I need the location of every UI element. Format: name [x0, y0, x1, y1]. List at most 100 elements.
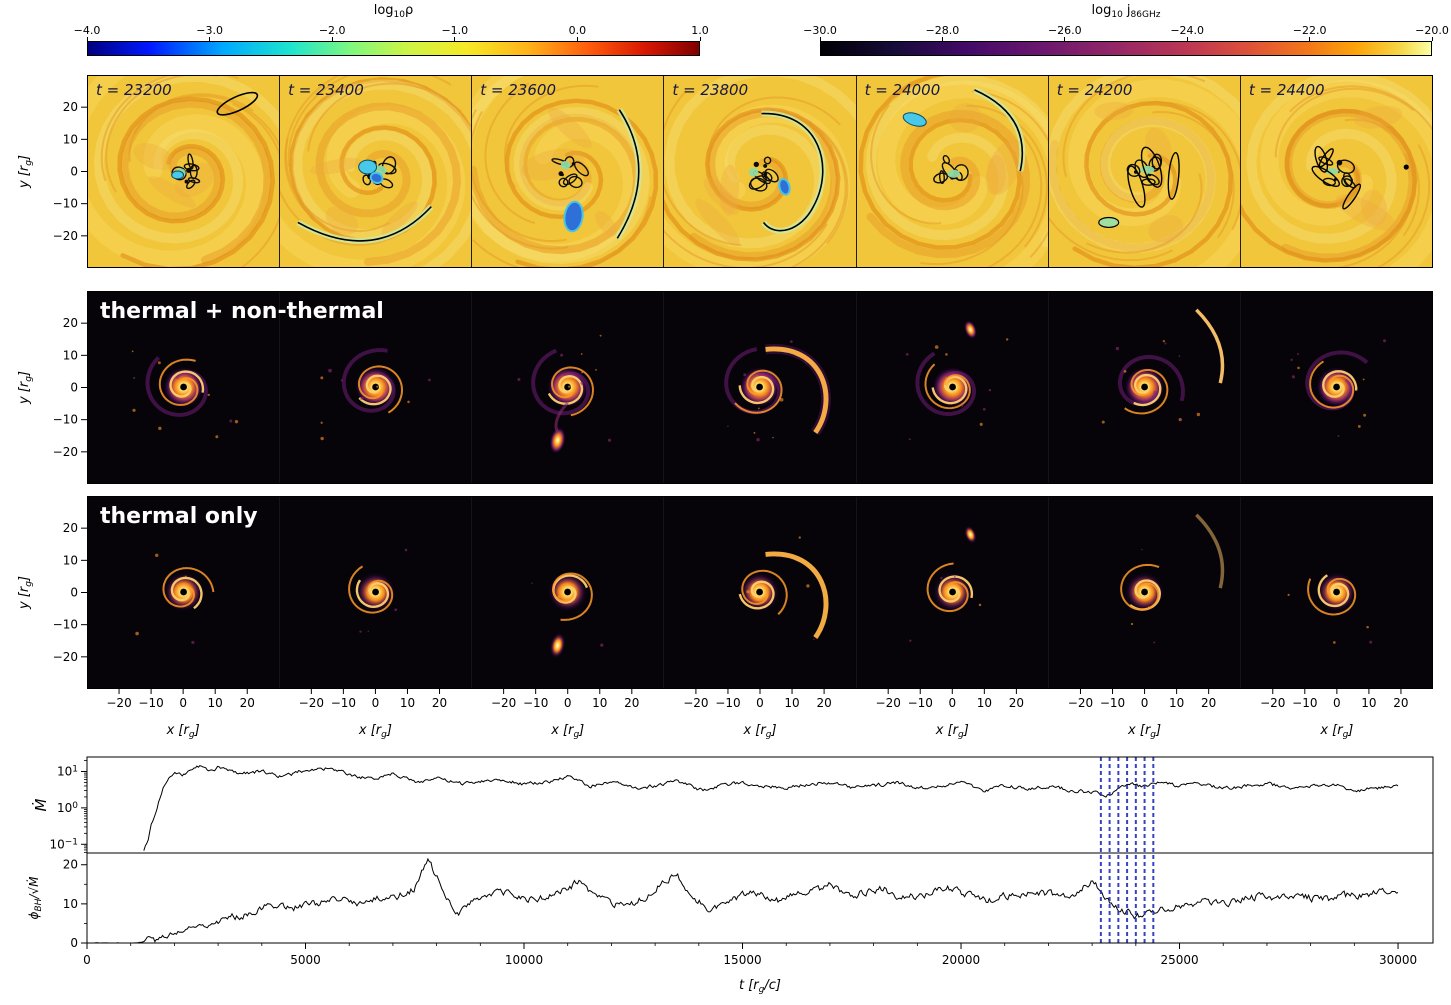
svg-text:−20: −20: [53, 229, 78, 243]
emission-nt-panel-2: [471, 292, 664, 483]
density-panel-0: t = 23200: [88, 76, 280, 267]
svg-text:−10: −10: [53, 618, 78, 632]
svg-text:10: 10: [63, 897, 78, 911]
svg-text:0: 0: [948, 696, 956, 710]
svg-text:5000: 5000: [290, 953, 321, 967]
panel-art: [280, 76, 472, 267]
svg-text:−20: −20: [53, 650, 78, 664]
colorbar-tick-mark: [699, 37, 701, 41]
svg-text:x [rg]: x [rg]: [742, 723, 776, 740]
svg-text:−20: −20: [876, 696, 901, 710]
svg-text:10: 10: [63, 553, 78, 567]
svg-text:20: 20: [1009, 696, 1024, 710]
emission-th-panel-0: [88, 497, 280, 688]
time-label: t = 23200: [96, 81, 172, 99]
panel-art: [664, 497, 856, 688]
svg-text:−20: −20: [53, 445, 78, 459]
svg-text:20: 20: [63, 521, 78, 535]
svg-text:101: 101: [57, 764, 78, 778]
svg-text:10: 10: [592, 696, 607, 710]
svg-text:−20: −20: [491, 696, 516, 710]
panel-art: [88, 76, 280, 267]
emission-th-panel-3: [663, 497, 856, 688]
colorbar-gradient: [87, 41, 700, 56]
svg-text:20: 20: [816, 696, 831, 710]
svg-text:−10: −10: [138, 696, 163, 710]
svg-text:−20: −20: [683, 696, 708, 710]
colorbar-tick-label: −24.0: [1170, 24, 1205, 37]
panel-art: [472, 76, 664, 267]
svg-text:20: 20: [63, 100, 78, 114]
svg-text:10: 10: [1169, 696, 1184, 710]
svg-text:0: 0: [70, 381, 78, 395]
row-label-thermal: thermal only: [100, 504, 258, 529]
svg-text:20000: 20000: [942, 953, 980, 967]
svg-text:y [rg]: y [rg]: [17, 576, 34, 610]
colorbar-gradient: [820, 41, 1432, 56]
svg-text:0: 0: [179, 696, 187, 710]
svg-text:0: 0: [564, 696, 572, 710]
colorbar-tick-mark: [1064, 37, 1066, 41]
svg-text:0: 0: [70, 165, 78, 179]
svg-text:Ṁ: Ṁ: [31, 798, 50, 811]
svg-text:y [rg]: y [rg]: [17, 371, 34, 405]
density-panel-3: t = 23800: [663, 76, 856, 267]
colorbar-tick-label: −3.0: [196, 24, 223, 37]
svg-text:−20: −20: [106, 696, 131, 710]
svg-text:25000: 25000: [1160, 953, 1198, 967]
colorbar-density: −4.0 −3.0 −2.0 −1.0 0.0 1.0: [74, 24, 709, 58]
svg-text:ϕBH/√Ṁ: ϕBH/√Ṁ: [26, 876, 44, 920]
emission-th-panel-6: [1239, 497, 1432, 688]
svg-text:−20: −20: [1260, 696, 1285, 710]
svg-text:y [rg]: y [rg]: [17, 155, 34, 189]
emission-nt-panel-6: [1239, 292, 1432, 483]
colorbar-tick-label: −30.0: [803, 24, 837, 37]
colorbar-tick-label: −22.0: [1292, 24, 1327, 37]
panel-art: [88, 292, 280, 483]
svg-text:−20: −20: [1068, 696, 1093, 710]
colorbar-tick-mark: [86, 37, 88, 41]
colorbar-tick-label: −1.0: [441, 24, 469, 37]
svg-text:x [rg]: x [rg]: [1319, 723, 1353, 740]
density-panel-6: t = 24400: [1239, 76, 1432, 267]
svg-text:x [rg]: x [rg]: [358, 723, 392, 740]
colorbar-tick-mark: [576, 37, 578, 41]
time-label: t = 23600: [480, 81, 556, 99]
colorbar-tick-label: −20.0: [1415, 24, 1449, 37]
panel-art: [1048, 292, 1240, 483]
colorbar-tick-label: 1.0: [691, 24, 709, 37]
svg-text:10000: 10000: [505, 953, 543, 967]
svg-text:−20: −20: [299, 696, 324, 710]
emission-nt-panel-0: [88, 292, 280, 483]
svg-text:10: 10: [400, 696, 415, 710]
svg-text:log10 j86GHz: log10 j86GHz: [1092, 3, 1161, 20]
svg-text:0: 0: [1333, 696, 1341, 710]
colorbar-tick-label: −4.0: [73, 24, 101, 37]
panel-art: [472, 497, 664, 688]
emission-nt-panel-3: [663, 292, 856, 483]
panel-art: [88, 497, 280, 688]
density-panel-5: t = 24200: [1047, 76, 1240, 267]
svg-text:−10: −10: [53, 413, 78, 427]
svg-text:log10ρ: log10ρ: [374, 3, 414, 20]
svg-text:20: 20: [63, 316, 78, 330]
svg-text:x [rg]: x [rg]: [550, 723, 584, 740]
svg-text:0: 0: [756, 696, 764, 710]
colorbar-tick-mark: [454, 37, 456, 41]
colorbar-tick-mark: [331, 37, 333, 41]
panel-art: [280, 497, 472, 688]
svg-text:20: 20: [624, 696, 639, 710]
svg-text:10: 10: [784, 696, 799, 710]
emission-row-nonthermal: thermal + non-thermal: [87, 291, 1433, 484]
svg-text:−10: −10: [908, 696, 933, 710]
emission-nt-panel-4: [855, 292, 1048, 483]
colorbar-tick-label: −28.0: [925, 24, 960, 37]
colorbar-tick-mark: [1431, 37, 1433, 41]
svg-text:20: 20: [432, 696, 447, 710]
panel-art: [1240, 76, 1432, 267]
svg-text:15000: 15000: [723, 953, 761, 967]
panel-art: [472, 292, 664, 483]
svg-text:0: 0: [70, 586, 78, 600]
density-panel-4: t = 24000: [855, 76, 1048, 267]
svg-text:x [rg]: x [rg]: [1127, 723, 1161, 740]
